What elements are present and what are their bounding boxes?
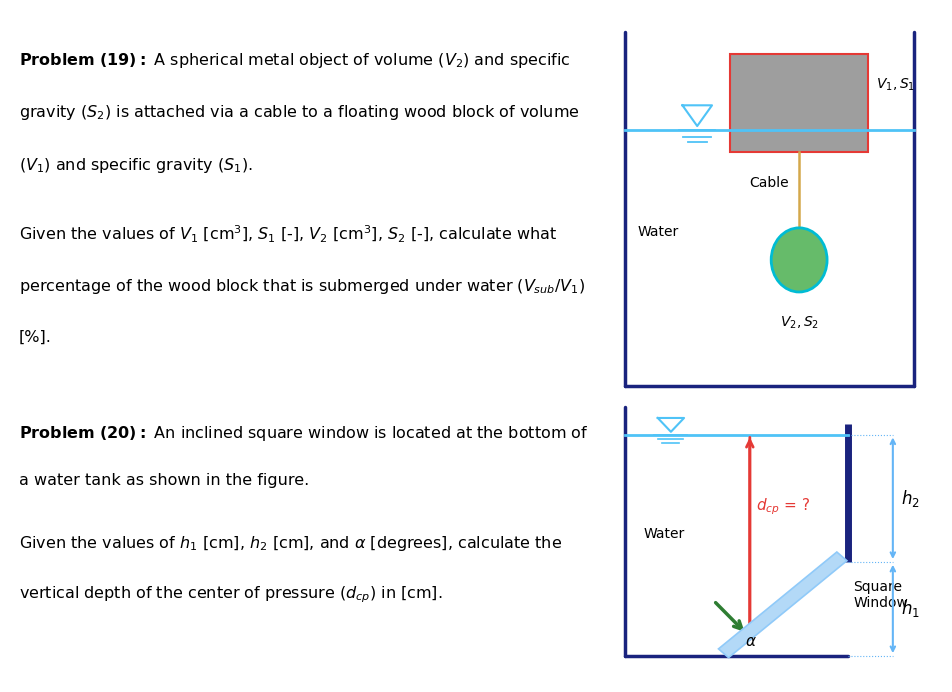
Text: percentage of the wood block that is submerged under water ($V_{sub}/V_1$): percentage of the wood block that is sub…: [19, 277, 585, 296]
Polygon shape: [718, 552, 846, 657]
Text: Given the values of $h_1$ [cm], $h_2$ [cm], and $\alpha$ [degrees], calculate th: Given the values of $h_1$ [cm], $h_2$ [c…: [19, 534, 562, 553]
Text: Square
Window: Square Window: [852, 580, 907, 610]
Text: $\mathbf{Problem\ (19):}$ A spherical metal object of volume ($V_2$) and specifi: $\mathbf{Problem\ (19):}$ A spherical me…: [19, 51, 570, 70]
Text: $h_1$: $h_1$: [900, 599, 919, 619]
Text: $\mathbf{Problem\ (20):}$ An inclined square window is located at the bottom of: $\mathbf{Problem\ (20):}$ An inclined sq…: [19, 424, 588, 442]
Text: gravity ($S_2$) is attached via a cable to a floating wood block of volume: gravity ($S_2$) is attached via a cable …: [19, 103, 579, 122]
Text: $\alpha$: $\alpha$: [744, 635, 756, 649]
Circle shape: [770, 228, 826, 292]
Text: $h_2$: $h_2$: [900, 488, 919, 509]
Text: [%].: [%].: [19, 329, 51, 345]
Text: Cable: Cable: [749, 176, 788, 190]
Text: ($V_1$) and specific gravity ($S_1$).: ($V_1$) and specific gravity ($S_1$).: [19, 156, 252, 175]
Text: vertical depth of the center of pressure ($d_{cp}$) in [cm].: vertical depth of the center of pressure…: [19, 584, 442, 605]
Text: $d_{cp}$ = ?: $d_{cp}$ = ?: [756, 496, 810, 517]
Text: Water: Water: [643, 527, 684, 541]
Text: $V_2, S_2$: $V_2, S_2$: [779, 315, 818, 331]
Bar: [729, 55, 867, 152]
Text: Water: Water: [637, 225, 678, 239]
Text: $V_1, S_1$: $V_1, S_1$: [876, 76, 915, 93]
Text: a water tank as shown in the figure.: a water tank as shown in the figure.: [19, 473, 309, 489]
Text: Given the values of $V_1$ [cm$^3$], $S_1$ [-], $V_2$ [cm$^3$], $S_2$ [-], calcul: Given the values of $V_1$ [cm$^3$], $S_1…: [19, 224, 556, 245]
